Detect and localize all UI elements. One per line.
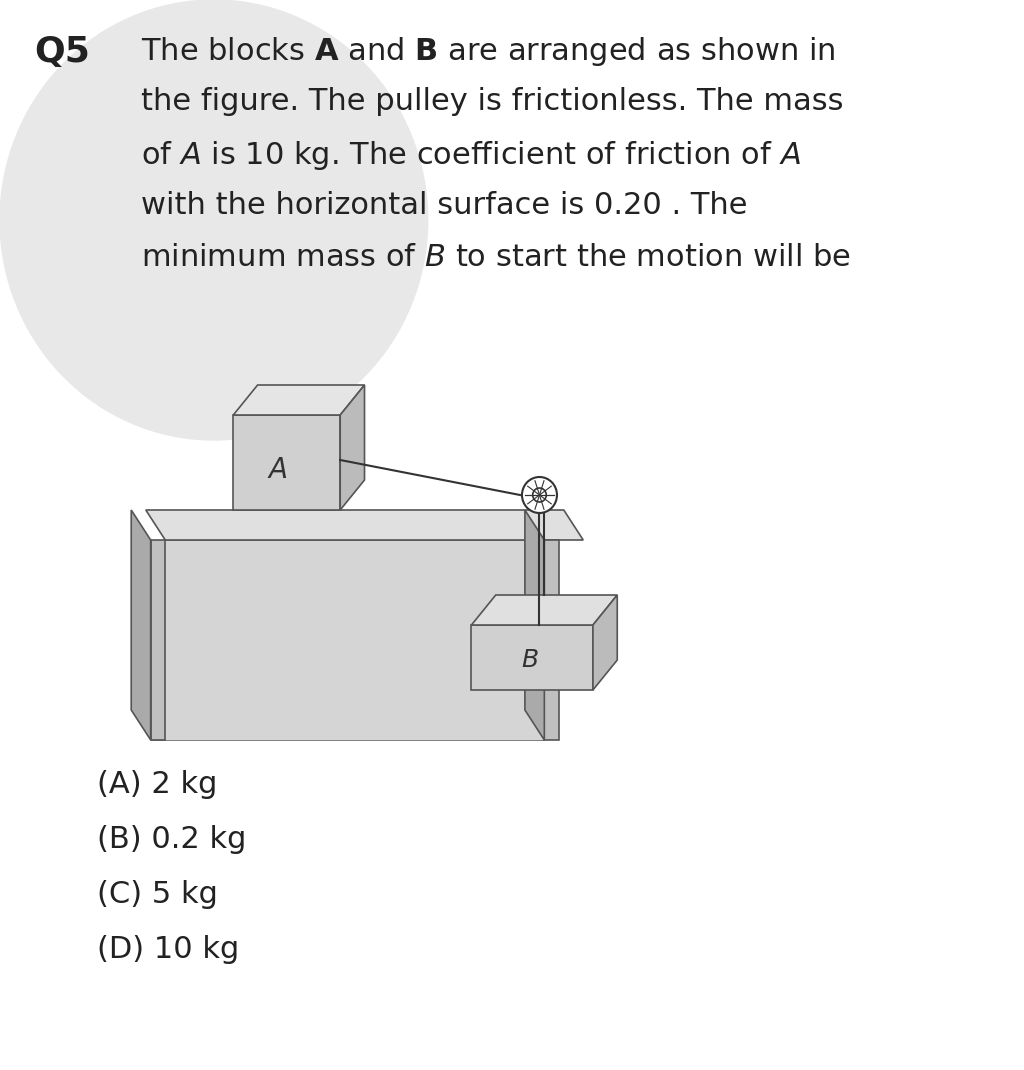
Text: (B) 0.2 kg: (B) 0.2 kg <box>97 825 247 854</box>
Polygon shape <box>593 595 617 690</box>
Text: (C) 5 kg: (C) 5 kg <box>97 880 218 910</box>
Circle shape <box>0 0 428 440</box>
Text: The blocks $\mathbf{A}$ and $\mathbf{B}$ are arranged as shown in: The blocks $\mathbf{A}$ and $\mathbf{B}$… <box>141 35 836 68</box>
Polygon shape <box>545 540 559 740</box>
Text: $\it{A}$: $\it{A}$ <box>266 457 288 484</box>
Polygon shape <box>340 385 365 510</box>
Circle shape <box>522 477 557 513</box>
Text: the figure. The pulley is frictionless. The mass: the figure. The pulley is frictionless. … <box>141 87 844 116</box>
Text: (A) 2 kg: (A) 2 kg <box>97 770 217 799</box>
Polygon shape <box>471 625 593 690</box>
Polygon shape <box>525 510 545 740</box>
Text: Q5: Q5 <box>34 35 90 68</box>
Polygon shape <box>233 385 365 415</box>
Circle shape <box>532 488 546 502</box>
Text: (D) 10 kg: (D) 10 kg <box>97 935 240 964</box>
Text: with the horizontal surface is 0.20 . The: with the horizontal surface is 0.20 . Th… <box>141 192 748 220</box>
Polygon shape <box>233 415 340 510</box>
Text: minimum mass of $\mathit{B}$ to start the motion will be: minimum mass of $\mathit{B}$ to start th… <box>141 243 851 272</box>
Polygon shape <box>151 540 545 740</box>
Polygon shape <box>145 510 584 540</box>
Polygon shape <box>471 595 617 625</box>
Text: of $\mathit{A}$ is 10 kg. The coefficient of friction of $\mathit{A}$: of $\mathit{A}$ is 10 kg. The coefficien… <box>141 139 801 172</box>
Polygon shape <box>151 540 165 740</box>
Text: $\it{B}$: $\it{B}$ <box>521 648 539 672</box>
Polygon shape <box>131 510 151 740</box>
